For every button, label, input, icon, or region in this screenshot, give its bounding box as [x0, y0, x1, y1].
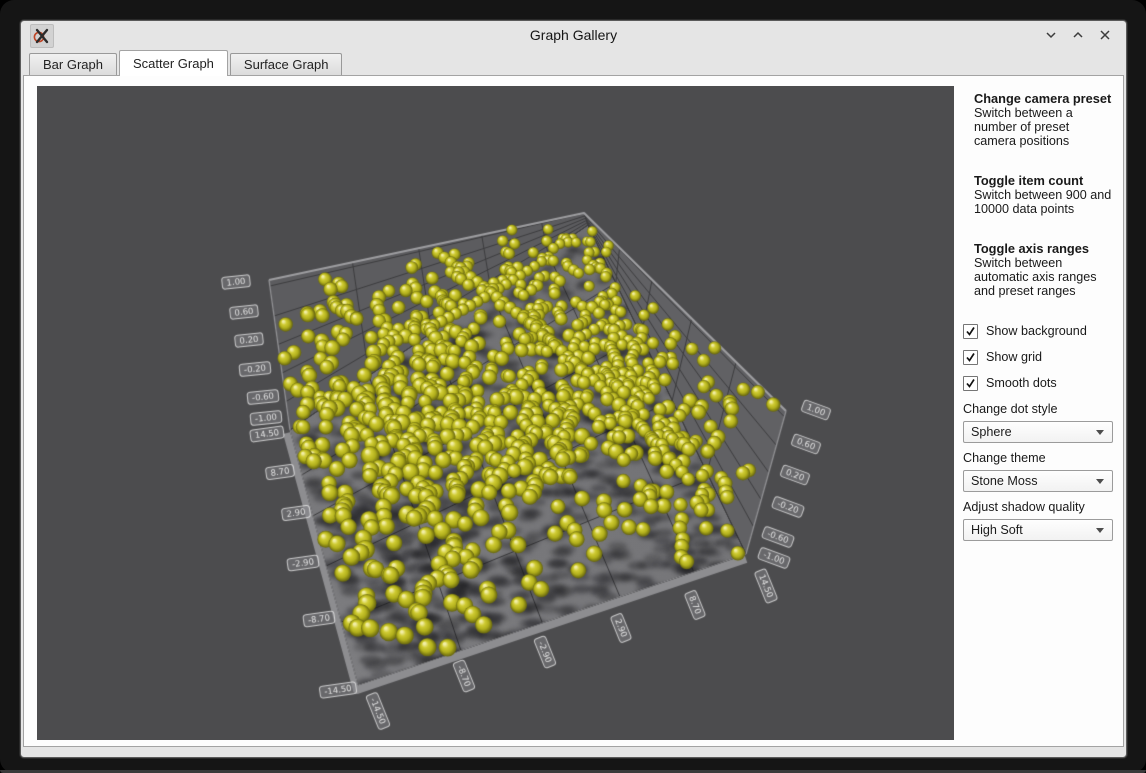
- close-button[interactable]: [1096, 26, 1114, 44]
- checkbox-label: Show background: [986, 324, 1087, 338]
- toggle-axis-ranges-button[interactable]: Toggle axis ranges Switch between automa…: [974, 241, 1127, 299]
- chevron-down-icon: [1096, 528, 1104, 533]
- checkbox-box[interactable]: [963, 349, 978, 365]
- button-description: Switch between 900 and 10000 data points: [974, 188, 1112, 216]
- tab-page: Change camera preset Switch between a nu…: [23, 75, 1124, 747]
- button-title: Toggle item count: [974, 173, 1084, 188]
- window-title: Graph Gallery: [529, 27, 618, 43]
- controls-panel: Change camera preset Switch between a nu…: [963, 85, 1127, 541]
- checkbox-label: Show grid: [986, 350, 1043, 364]
- tab-scatter-graph[interactable]: Scatter Graph: [118, 50, 228, 76]
- selected-value: Stone Moss: [971, 474, 1038, 488]
- button-description: Switch between a number of preset camera…: [974, 106, 1073, 148]
- dot-style-label: Change dot style: [963, 402, 1058, 416]
- chevron-down-icon: [1096, 479, 1104, 484]
- change-camera-preset-button[interactable]: Change camera preset Switch between a nu…: [974, 91, 1127, 149]
- theme-select[interactable]: Stone Moss: [963, 470, 1113, 492]
- dot-style-select[interactable]: Sphere: [963, 421, 1113, 443]
- shadow-quality-select[interactable]: High Soft: [963, 519, 1113, 541]
- checkmark-icon: [966, 378, 975, 388]
- chevron-down-icon: [1096, 430, 1104, 435]
- maximize-button[interactable]: [1069, 26, 1087, 44]
- button-title: Toggle axis ranges: [974, 241, 1089, 256]
- scatter-3d-plot[interactable]: [37, 86, 954, 740]
- selected-value: Sphere: [971, 425, 1012, 439]
- button-description: Switch between automatic axis ranges and…: [974, 256, 1097, 298]
- checkbox-label: Smooth dots: [986, 376, 1057, 390]
- app-icon: [30, 24, 54, 48]
- checkbox-box[interactable]: [963, 375, 978, 391]
- checkmark-icon: [966, 326, 975, 336]
- graph-gallery-window: Graph Gallery Bar Graph Scatter Graph Su…: [20, 20, 1127, 758]
- toggle-item-count-button[interactable]: Toggle item count Switch between 900 and…: [974, 173, 1127, 217]
- tab-bar-graph[interactable]: Bar Graph: [29, 53, 117, 75]
- selected-value: High Soft: [971, 523, 1023, 537]
- minimize-button[interactable]: [1042, 26, 1060, 44]
- shadow-quality-label: Adjust shadow quality: [963, 500, 1085, 514]
- tab-surface-graph[interactable]: Surface Graph: [229, 53, 343, 75]
- tab-bar: Bar Graph Scatter Graph Surface Graph: [29, 50, 344, 76]
- show-background-checkbox[interactable]: Show background: [963, 323, 1127, 339]
- titlebar[interactable]: Graph Gallery: [21, 21, 1126, 49]
- screen-edge: [0, 770, 1146, 773]
- checkmark-icon: [966, 352, 975, 362]
- theme-label: Change theme: [963, 451, 1046, 465]
- button-title: Change camera preset: [974, 91, 1112, 106]
- show-grid-checkbox[interactable]: Show grid: [963, 349, 1127, 365]
- smooth-dots-checkbox[interactable]: Smooth dots: [963, 375, 1127, 391]
- checkbox-box[interactable]: [963, 323, 978, 339]
